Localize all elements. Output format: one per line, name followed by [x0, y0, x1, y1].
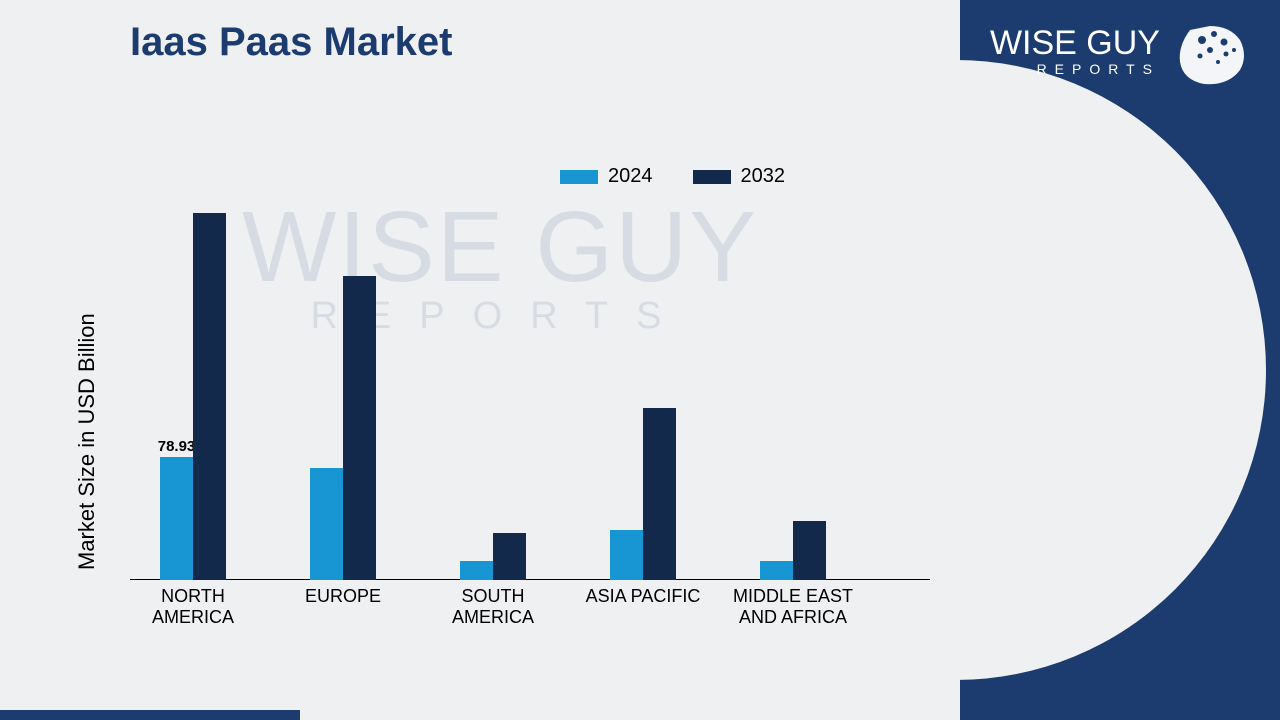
legend-label: 2032: [741, 165, 786, 188]
logo-main-text: WISE GUY: [990, 24, 1160, 62]
logo-head-icon: [1180, 26, 1244, 84]
x-axis-category-label: EUROPE: [273, 586, 413, 607]
logo: WISE GUY REPORTS: [990, 20, 1250, 95]
logo-sub-text: REPORTS: [1037, 61, 1160, 77]
legend-item: 2024: [560, 165, 653, 188]
legend: 2024 2032: [560, 165, 785, 188]
x-axis-category-label: NORTH AMERICA: [123, 586, 263, 627]
bar-series-b: [793, 521, 826, 580]
logo-svg: WISE GUY REPORTS: [990, 20, 1250, 90]
x-axis-category-label: ASIA PACIFIC: [573, 586, 713, 607]
plot: 78.93: [130, 190, 930, 580]
bar-series-b: [493, 533, 526, 580]
bar-group: 78.93: [160, 190, 226, 580]
legend-swatch: [693, 170, 731, 184]
bar-series-a: [460, 561, 493, 580]
bar-series-b: [193, 213, 226, 580]
bar-series-a: [310, 468, 343, 580]
bar-group: [760, 190, 826, 580]
legend-label: 2024: [608, 165, 653, 188]
bar-group: [610, 190, 676, 580]
x-axis-category-label: MIDDLE EAST AND AFRICA: [723, 586, 863, 627]
bottom-accent-bar: [0, 710, 300, 720]
bar-series-b: [343, 276, 376, 580]
chart-area: Market Size in USD Billion 20242032 78.9…: [80, 160, 940, 680]
bar-series-a: [610, 530, 643, 580]
x-axis-category-label: SOUTH AMERICA: [423, 586, 563, 627]
bar-series-b: [643, 408, 676, 580]
canvas: WISE GUY REPORTS Iaas Paas Market WISE G…: [0, 0, 1280, 720]
bar-series-a: [160, 457, 193, 580]
bar-group: [460, 190, 526, 580]
legend-swatch: [560, 170, 598, 184]
bar-group: [310, 190, 376, 580]
chart-title: Iaas Paas Market: [130, 20, 452, 65]
bar-series-a: [760, 561, 793, 580]
legend-item: 2032: [693, 165, 786, 188]
y-axis-label: Market Size in USD Billion: [74, 313, 100, 570]
